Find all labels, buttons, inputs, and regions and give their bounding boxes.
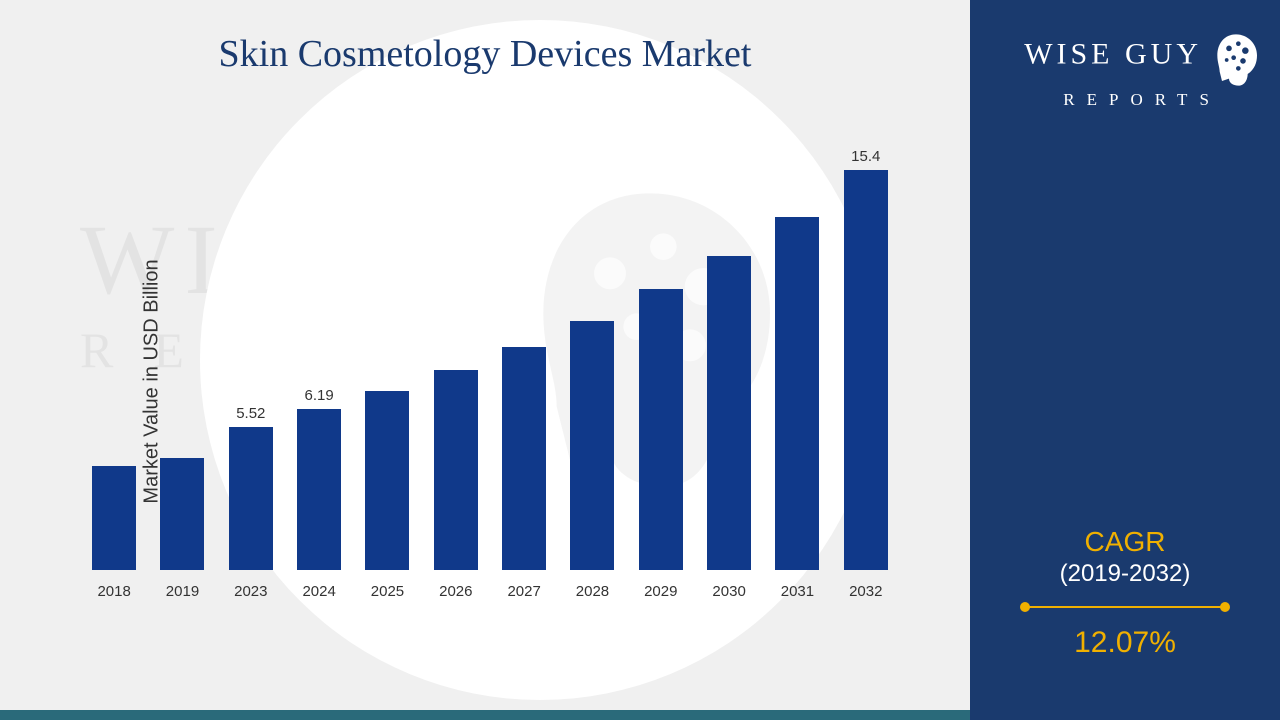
x-tick: 2023 [221, 583, 281, 600]
cagr-divider [1025, 606, 1225, 608]
bar-wrap [631, 267, 691, 570]
x-tick: 2018 [84, 583, 144, 600]
bar-wrap [767, 195, 827, 570]
bar-value-label: 6.19 [305, 387, 334, 405]
x-tick: 2026 [426, 583, 486, 600]
bar [160, 458, 204, 570]
bar-wrap: 5.52 [221, 405, 281, 570]
bar-wrap [84, 444, 144, 570]
bar-value-label: 5.52 [236, 405, 265, 423]
chart-title: Skin Cosmetology Devices Market [50, 32, 920, 76]
bar-wrap: 6.19 [289, 387, 349, 570]
bar [844, 170, 888, 570]
bar-wrap: 15.4 [836, 148, 896, 570]
bar [92, 466, 136, 570]
cagr-block: CAGR (2019-2032) 12.07% [990, 526, 1260, 660]
bar-wrap [426, 348, 486, 570]
bar [707, 256, 751, 570]
x-tick: 2028 [562, 583, 622, 600]
x-tick: 2025 [357, 583, 417, 600]
bar [434, 370, 478, 570]
x-tick: 2024 [289, 583, 349, 600]
x-axis: 2018 2019 2023 2024 2025 2026 2027 2028 2029 2030… [80, 583, 900, 600]
x-tick: 2030 [699, 583, 759, 600]
cagr-title: CAGR [990, 526, 1260, 558]
side-panel: WISE GUY REPORTS CAGR (2019-2032) 12.07% [970, 0, 1280, 720]
bar-wrap [562, 299, 622, 570]
bottom-bar [0, 710, 970, 720]
cagr-value: 12.07% [990, 626, 1260, 660]
logo-main: WISE GUY [1024, 38, 1202, 71]
bar-wrap [494, 325, 554, 570]
logo-head-icon [1212, 32, 1260, 88]
x-tick: 2031 [767, 583, 827, 600]
logo: WISE GUY REPORTS [1024, 32, 1260, 110]
bar [365, 391, 409, 570]
bar [229, 427, 273, 570]
bar [570, 321, 614, 570]
bar-wrap [699, 234, 759, 570]
bar [639, 289, 683, 570]
bar [502, 347, 546, 570]
bars-container: 5.52 6.19 15.4 [80, 150, 900, 570]
x-tick: 2019 [152, 583, 212, 600]
bar [297, 409, 341, 570]
logo-sub: REPORTS [1024, 90, 1260, 110]
bar [775, 217, 819, 570]
main-area: WISE GUY REPORTS Skin Cosmetology Device… [0, 0, 970, 720]
cagr-period: (2019-2032) [990, 560, 1260, 588]
chart-area: 5.52 6.19 15.4 2018 2019 2023 2024 2025 2026 202… [80, 150, 900, 600]
x-tick: 2029 [631, 583, 691, 600]
bar-value-label: 15.4 [851, 148, 880, 166]
bar-wrap [152, 436, 212, 570]
x-tick: 2027 [494, 583, 554, 600]
x-tick: 2032 [836, 583, 896, 600]
bar-wrap [357, 369, 417, 570]
